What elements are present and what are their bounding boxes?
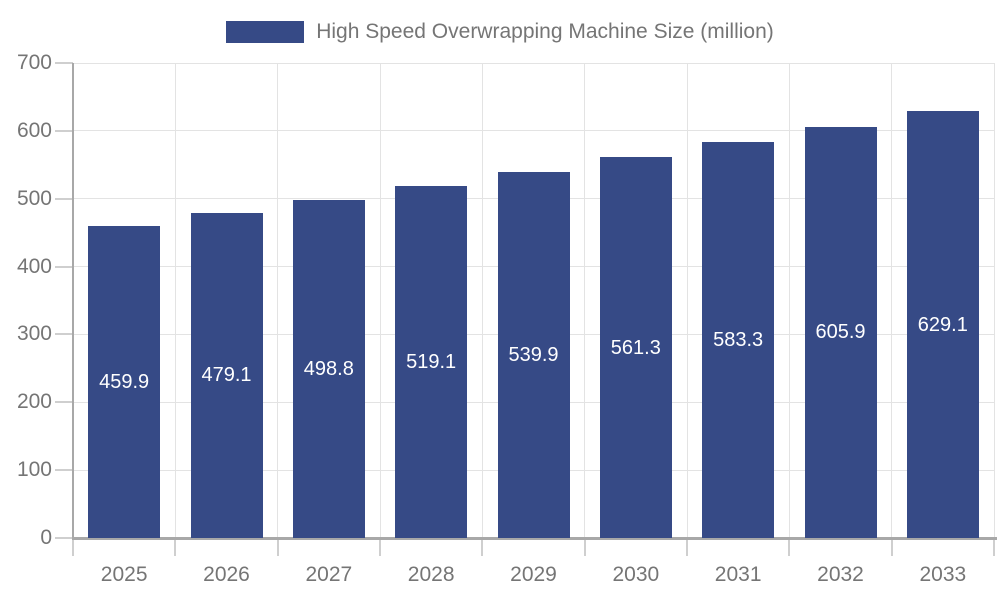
y-tick-label: 100 [16, 458, 52, 482]
bar-2028[interactable] [395, 185, 468, 538]
x-tick-label: 2026 [203, 563, 250, 586]
x-tick-label: 2031 [714, 563, 762, 586]
x-tick-label: 2032 [817, 563, 864, 586]
legend[interactable]: High Speed Overwrapping Machine Size (mi… [0, 18, 1000, 46]
x-axis-tick [276, 538, 279, 556]
x-axis-tick [686, 538, 688, 556]
x-gridline [174, 63, 176, 538]
x-gridline [993, 63, 995, 538]
y-axis-tick [55, 537, 73, 539]
y-tick-label: 600 [16, 118, 52, 142]
y-tick-label: 700 [16, 51, 52, 74]
x-axis-tick [788, 538, 791, 556]
x-tick-label: 2033 [919, 563, 967, 586]
bar-2031[interactable] [702, 142, 775, 538]
x-tick-label: 2029 [510, 563, 557, 586]
bar-2030[interactable] [599, 157, 672, 538]
bar-2029[interactable] [497, 171, 570, 538]
bar-2025[interactable] [88, 225, 161, 538]
y-axis-tick [55, 129, 73, 132]
y-axis-tick [55, 401, 73, 404]
x-axis-tick [174, 538, 177, 556]
x-axis-line [72, 537, 997, 540]
x-axis-tick [72, 538, 74, 556]
x-tick-label: 2025 [100, 563, 148, 586]
bar-2027[interactable] [292, 199, 365, 538]
y-gridline [73, 130, 994, 132]
y-axis-tick [55, 265, 73, 268]
y-tick-label: 300 [16, 322, 52, 346]
x-gridline [584, 63, 586, 538]
x-tick-label: 2028 [407, 563, 455, 586]
legend-swatch [226, 21, 305, 43]
x-axis-tick [481, 538, 484, 556]
y-axis-tick [55, 197, 73, 200]
y-tick-label: 200 [16, 390, 52, 414]
x-gridline [379, 63, 381, 538]
bar-2033[interactable] [906, 111, 979, 538]
x-gridline [277, 63, 279, 538]
x-axis-tick [583, 538, 586, 556]
y-tick-label: 400 [16, 254, 52, 278]
y-axis-tick [55, 62, 73, 64]
bar-2026[interactable] [190, 212, 263, 538]
legend-label: High Speed Overwrapping Machine Size (mi… [316, 20, 774, 43]
y-axis-tick [55, 333, 73, 336]
y-tick-label: 0 [40, 526, 52, 549]
y-axis-tick [55, 469, 73, 472]
x-axis-tick [890, 538, 893, 556]
x-gridline [686, 63, 688, 538]
x-axis-tick [379, 538, 381, 556]
x-axis-tick [993, 538, 995, 556]
x-tick-label: 2030 [612, 563, 660, 586]
y-axis-line [72, 63, 74, 538]
x-tick-label: 2027 [305, 563, 353, 586]
y-gridline [73, 62, 994, 64]
x-gridline [788, 63, 790, 538]
bar-2032[interactable] [804, 126, 877, 538]
y-tick-label: 500 [16, 186, 52, 210]
x-gridline [481, 63, 483, 538]
x-gridline [891, 63, 893, 538]
